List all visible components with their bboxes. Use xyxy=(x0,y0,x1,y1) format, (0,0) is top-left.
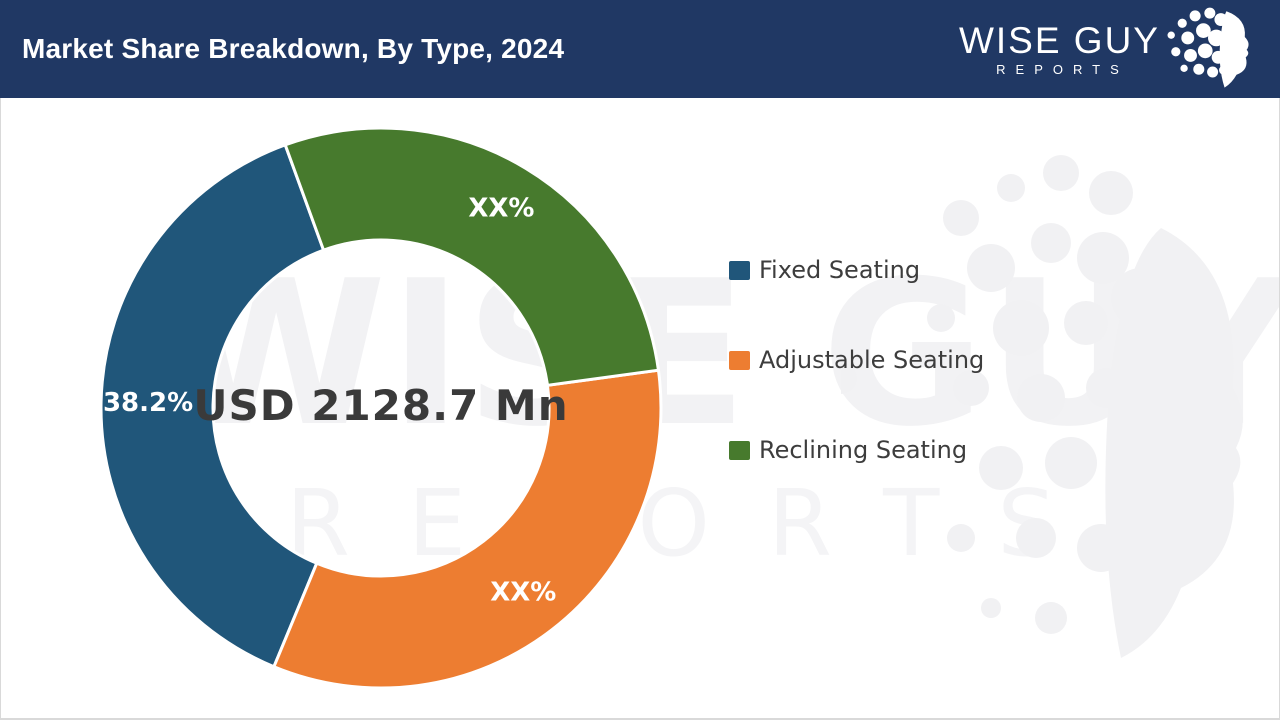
chart-legend: Fixed Seating Adjustable Seating Reclining… xyxy=(729,256,985,528)
wiseguy-logo-face-icon xyxy=(1167,7,1249,88)
legend-swatch-fixed-seating xyxy=(729,260,750,280)
legend-label-adjustable-seating: Adjustable Seating xyxy=(759,346,985,374)
legend-item-adjustable-seating: Adjustable Seating xyxy=(729,346,985,374)
legend-item-reclining-seating: Reclining Seating xyxy=(729,436,984,464)
slice-label-reclining-seating: XX% xyxy=(468,194,534,224)
legend-label-reclining-seating: Reclining Seating xyxy=(759,436,968,464)
slice-label-fixed-seating: 38.2% xyxy=(103,388,193,418)
donut-segment-adjustable-seating xyxy=(271,368,663,690)
page-title: Market Share Breakdown, By Type, 2024 xyxy=(22,33,565,64)
legend-item-fixed-seating: Fixed Seating xyxy=(729,256,984,284)
donut-segment-fixed-seating xyxy=(99,142,326,669)
chart-center-value: USD 2128.7 Mn xyxy=(193,381,569,430)
legend-swatch-adjustable-seating xyxy=(729,350,750,370)
wiseguy-logo-text: WISE GUY REPORTS xyxy=(958,19,1160,77)
logo-subtitle: REPORTS xyxy=(996,61,1129,77)
slice-label-adjustable-seating: XX% xyxy=(490,578,556,608)
wiseguy-logo: WISE GUY REPORTS xyxy=(958,7,1254,90)
chart-canvas: WISE GUY REPORTS 38.2% XX% XX% USD 2128. xyxy=(0,98,1280,720)
donut-chart: 38.2% XX% XX% xyxy=(99,126,663,690)
legend-label-fixed-seating: Fixed Seating xyxy=(759,256,921,284)
watermark-layer: WISE GUY REPORTS xyxy=(1,98,1279,718)
legend-swatch-reclining-seating xyxy=(729,440,750,460)
header-bar: Market Share Breakdown, By Type, 2024 WI… xyxy=(0,0,1280,98)
logo-wordmark: WISE GUY xyxy=(958,19,1160,61)
watermark-face-dots-icon xyxy=(841,155,1243,658)
donut-segment-reclining-seating xyxy=(283,126,661,388)
watermark-subtitle: REPORTS xyxy=(286,470,1114,577)
